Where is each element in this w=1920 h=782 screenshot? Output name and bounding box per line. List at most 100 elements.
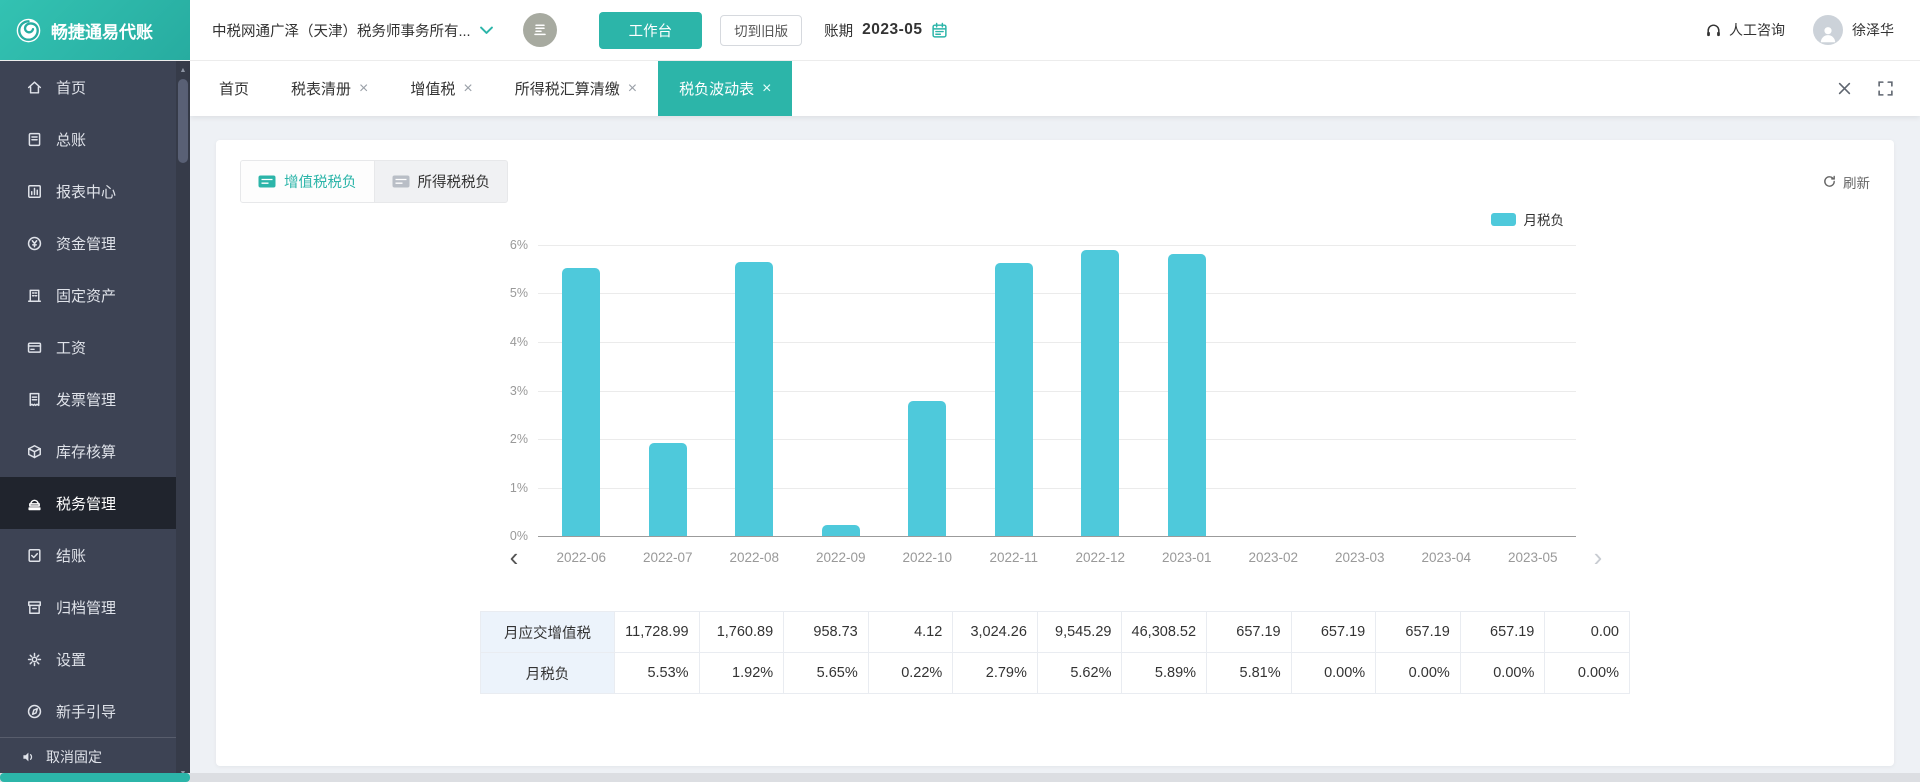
chart-legend[interactable]: 月税负	[490, 209, 1620, 229]
calendar-icon[interactable]	[931, 22, 948, 39]
bar-slot	[1230, 245, 1317, 536]
tax-badge-icon	[258, 175, 276, 188]
table-cell: 0.00	[1544, 611, 1630, 653]
sidebar-item-salary[interactable]: 工资	[0, 321, 190, 373]
support-link[interactable]: 人工咨询	[1705, 20, 1785, 40]
horizontal-scrollbar[interactable]	[0, 773, 1920, 782]
bar	[735, 261, 774, 536]
brand-name: 畅捷通易代账	[51, 22, 153, 42]
gridline	[538, 342, 1576, 343]
announcement-icon[interactable]	[522, 13, 557, 47]
bar-slot	[538, 245, 625, 536]
topbar: 畅捷通易代账 中税网通广泽（天津）税务师事务所有... 工作台 切到旧版 账期 …	[0, 0, 1920, 61]
tax-burden-panel: 增值税税负 所得税税负 刷新 月税负	[216, 140, 1894, 766]
avatar[interactable]	[1813, 15, 1843, 45]
ledger-icon	[26, 131, 43, 148]
sidebar-item-home[interactable]: 首页	[0, 61, 190, 113]
y-axis-tick: 4%	[509, 335, 528, 349]
data-table: 月应交增值税 11,728.99 1,760.89 958.73 4.12 3,024.2…	[480, 611, 1630, 694]
table-cell: 657.19	[1290, 611, 1377, 653]
bar-slot	[1490, 245, 1577, 536]
sidebar-item-label: 资金管理	[56, 235, 117, 253]
sidebar-item-label: 总账	[56, 131, 87, 149]
table-cell: 5.65%	[783, 652, 869, 694]
sidebar-item-guide[interactable]: 新手引导	[0, 685, 190, 737]
tab-label: 增值税	[410, 81, 456, 98]
y-axis-tick: 1%	[509, 481, 528, 495]
document-tab[interactable]: 税表清册 ×	[270, 61, 389, 116]
tax-badge-icon	[392, 175, 410, 188]
sidebar-scrollbar-thumb[interactable]	[178, 79, 188, 163]
plot-area	[538, 245, 1576, 537]
row-header: 月应交增值税	[480, 611, 615, 653]
sidebar-item-report[interactable]: 报表中心	[0, 165, 190, 217]
table-cell: 5.53%	[614, 652, 700, 694]
tab-close-icon[interactable]: ×	[463, 79, 473, 97]
bar	[821, 525, 860, 536]
subtab-income-tax-burden[interactable]: 所得税税负	[375, 161, 508, 202]
bar-slot	[798, 245, 885, 536]
refresh-button[interactable]: 刷新	[1822, 172, 1870, 192]
workbench-button[interactable]: 工作台	[598, 11, 703, 49]
document-tab[interactable]: 税负波动表 ×	[658, 61, 793, 116]
sidebar-item-invoice[interactable]: 发票管理	[0, 373, 190, 425]
subtab-vat-tax-burden[interactable]: 增值税税负	[241, 161, 375, 202]
x-axis-label: 2023-03	[1334, 549, 1385, 565]
table-cell: 9,545.29	[1036, 611, 1123, 653]
x-axis-label: 2022-09	[815, 549, 866, 565]
tab-strip: 首页 税表清册 × 增值税 × 所得税汇算清缴 × 税负波动表 ×	[190, 61, 793, 116]
tabbar: 首页 税表清册 × 增值税 × 所得税汇算清缴 × 税负波动表 ×	[190, 61, 1920, 116]
sidebar-item-funds[interactable]: 资金管理	[0, 217, 190, 269]
invoice-icon	[26, 391, 43, 408]
user-name[interactable]: 徐泽华	[1852, 22, 1894, 38]
sidebar-item-closing[interactable]: 结账	[0, 529, 190, 581]
tab-label: 税负波动表	[679, 81, 755, 98]
x-axis-label: 2023-01	[1161, 549, 1212, 565]
accounting-period[interactable]: 账期 2023-05	[824, 20, 948, 41]
scroll-up-icon[interactable]: ▲	[179, 66, 187, 74]
company-selector[interactable]: 中税网通广泽（天津）税务师事务所有...	[212, 20, 493, 41]
table-cell: 657.19	[1206, 611, 1292, 653]
x-axis-label: 2022-12	[1075, 549, 1126, 565]
sidebar-item-archive[interactable]: 归档管理	[0, 581, 190, 633]
bar-slot	[1317, 245, 1404, 536]
document-tab[interactable]: 首页	[198, 61, 270, 116]
sidebar-item-inventory[interactable]: 库存核算	[0, 425, 190, 477]
table-cell: 657.19	[1375, 611, 1461, 653]
table-cell: 2.79%	[952, 652, 1038, 694]
sidebar-item-label: 结账	[56, 547, 87, 565]
x-axis-label: 2022-07	[642, 549, 693, 565]
x-axis-label: 2022-08	[729, 549, 780, 565]
sidebar-item-settings[interactable]: 设置	[0, 633, 190, 685]
x-axis-label: 2022-10	[902, 549, 953, 565]
sidebar-menu: 首页总账报表中心资金管理固定资产 工资发票管理库存核算 税务管理结账归档管理设置 新手…	[0, 61, 190, 737]
document-tab[interactable]: 所得税汇算清缴 ×	[494, 61, 658, 116]
switch-old-version-button[interactable]: 切到旧版	[720, 14, 803, 46]
sidebar-item-tax[interactable]: 税务管理	[0, 477, 190, 529]
gridline	[538, 391, 1576, 392]
tab-close-icon[interactable]: ×	[762, 79, 772, 97]
tab-close-icon[interactable]: ×	[627, 79, 638, 97]
sidebar-item-label: 归档管理	[56, 599, 117, 617]
horizontal-scrollbar-thumb[interactable]	[0, 773, 190, 782]
table-cell: 657.19	[1459, 611, 1546, 653]
y-axis-tick: 5%	[509, 286, 528, 300]
sidebar-scrollbar[interactable]: ▲ ▼	[176, 61, 190, 782]
chart-next-button[interactable]: ›	[1593, 542, 1603, 572]
chart-prev-button[interactable]: ‹	[509, 542, 519, 572]
report-icon	[26, 183, 43, 200]
settings-icon	[26, 651, 43, 668]
unpin-label: 取消固定	[46, 749, 102, 765]
sidebar-item-assets[interactable]: 固定资产	[0, 269, 190, 321]
y-axis-tick: 2%	[509, 432, 528, 446]
close-tabs-icon[interactable]	[1836, 80, 1853, 97]
fullscreen-icon[interactable]	[1877, 80, 1894, 97]
bar-slot	[1144, 245, 1231, 536]
sidebar-item-label: 发票管理	[56, 391, 117, 409]
tab-close-icon[interactable]: ×	[359, 79, 369, 97]
sidebar-item-ledger[interactable]: 总账	[0, 113, 190, 165]
table-cell: 4.12	[867, 611, 954, 653]
document-tab[interactable]: 增值税 ×	[389, 61, 493, 116]
sidebar-item-label: 首页	[56, 79, 87, 97]
unpin-button[interactable]: 取消固定	[0, 737, 190, 776]
